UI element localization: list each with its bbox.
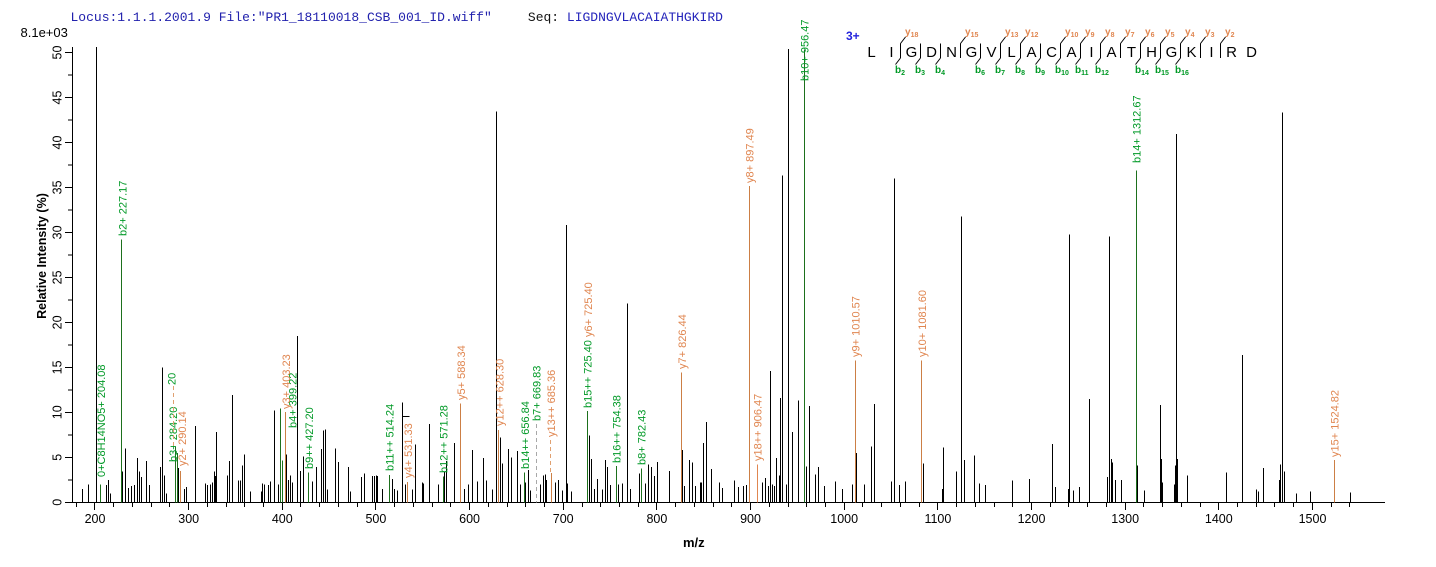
svg-text:m/z: m/z [683, 535, 705, 550]
svg-text:b11++ 514.24: b11++ 514.24 [384, 404, 396, 471]
svg-text:b2+ 227.17: b2+ 227.17 [118, 181, 130, 236]
svg-text:b4: b4 [935, 65, 945, 77]
svg-text:y4+ 531.33: y4+ 531.33 [403, 423, 415, 478]
svg-text:50: 50 [51, 46, 65, 60]
svg-text:G: G [906, 44, 918, 61]
svg-text:1400: 1400 [1205, 512, 1233, 526]
svg-text:D: D [1246, 44, 1257, 61]
svg-text:b6: b6 [975, 65, 985, 77]
svg-text:K: K [1186, 44, 1196, 61]
svg-text:D: D [926, 44, 937, 61]
svg-text:30: 30 [51, 225, 65, 239]
svg-text:y3+ 403.23: y3+ 403.23 [281, 354, 293, 409]
svg-text:A: A [1026, 44, 1036, 61]
svg-text:V: V [986, 44, 996, 61]
svg-text:700: 700 [553, 512, 574, 526]
svg-text:1200: 1200 [1018, 512, 1046, 526]
svg-text:20: 20 [167, 373, 179, 385]
svg-text:Seq: LIGDNGVLACAIATHGKIRD: Seq: LIGDNGVLACAIATHGKIRD [528, 10, 723, 25]
svg-text:b12++ 571.28: b12++ 571.28 [439, 405, 451, 473]
svg-text:y4: y4 [1185, 27, 1195, 39]
svg-text:y9+ 1010.57: y9+ 1010.57 [851, 296, 863, 357]
svg-text:b15++ 725.40: b15++ 725.40 [583, 340, 595, 408]
svg-text:L: L [1007, 44, 1015, 61]
svg-text:y3: y3 [1205, 27, 1215, 39]
svg-text:40: 40 [51, 136, 65, 150]
svg-text:b9++ 427.20: b9++ 427.20 [304, 407, 316, 469]
svg-text:y2: y2 [1225, 27, 1235, 39]
svg-text:L: L [867, 44, 875, 61]
svg-text:b9: b9 [1035, 65, 1045, 77]
svg-text:y13++ 685.36: y13++ 685.36 [546, 370, 558, 437]
svg-text:400: 400 [272, 512, 293, 526]
svg-text:b10+ 956.47: b10+ 956.47 [800, 20, 812, 81]
svg-text:900: 900 [740, 512, 761, 526]
svg-text:C: C [1046, 44, 1057, 61]
svg-text:I: I [889, 44, 893, 61]
svg-text:y18++ 906.47: y18++ 906.47 [753, 394, 765, 461]
svg-text:1000: 1000 [830, 512, 858, 526]
svg-text:y12++ 628.30: y12++ 628.30 [494, 359, 506, 426]
svg-text:10: 10 [51, 405, 65, 419]
svg-text:500: 500 [365, 512, 386, 526]
svg-text:0: 0 [51, 499, 65, 506]
svg-text:b14+ 1312.67: b14+ 1312.67 [1132, 95, 1144, 163]
svg-text:y8: y8 [1105, 27, 1115, 39]
svg-text:b7+ 669.83: b7+ 669.83 [532, 366, 544, 421]
svg-text:b3+ 284.20: b3+ 284.20 [168, 407, 180, 462]
svg-text:I: I [1089, 44, 1093, 61]
svg-text:20: 20 [51, 315, 65, 329]
svg-text:b4+ 399.22: b4+ 399.22 [288, 373, 300, 428]
svg-text:y6+ 725.40: y6+ 725.40 [583, 282, 595, 337]
svg-text:35: 35 [51, 180, 65, 194]
svg-text:y5+ 588.34: y5+ 588.34 [456, 345, 468, 400]
svg-text:y9: y9 [1085, 27, 1095, 39]
svg-text:A: A [1066, 44, 1076, 61]
svg-text:G: G [966, 44, 978, 61]
svg-text:y7: y7 [1125, 27, 1135, 39]
svg-text:1500: 1500 [1299, 512, 1327, 526]
svg-text:y15+ 1524.82: y15+ 1524.82 [1330, 390, 1342, 457]
svg-text:45: 45 [51, 91, 65, 105]
svg-text:800: 800 [646, 512, 667, 526]
svg-text:y6: y6 [1145, 27, 1155, 39]
svg-text:200: 200 [85, 512, 106, 526]
svg-text:b7: b7 [995, 65, 1005, 77]
svg-text:1300: 1300 [1111, 512, 1139, 526]
svg-text:3+: 3+ [846, 29, 860, 43]
svg-text:R: R [1226, 44, 1237, 61]
svg-text:300: 300 [178, 512, 199, 526]
svg-text:b8+ 782.43: b8+ 782.43 [637, 410, 649, 465]
svg-text:b2: b2 [895, 65, 905, 77]
svg-text:b8: b8 [1015, 65, 1025, 77]
svg-text:25: 25 [51, 270, 65, 284]
svg-text:y2+ 290.14: y2+ 290.14 [177, 411, 189, 466]
svg-text:y5: y5 [1165, 27, 1175, 39]
svg-text:T: T [1127, 44, 1136, 61]
svg-text:y10+ 1081.60: y10+ 1081.60 [917, 290, 929, 357]
svg-text:8.1e+03: 8.1e+03 [21, 25, 68, 40]
svg-text:I: I [1209, 44, 1213, 61]
svg-text:b16++ 754.38: b16++ 754.38 [612, 395, 624, 463]
svg-text:b3: b3 [915, 65, 925, 77]
svg-text:G: G [1166, 44, 1178, 61]
svg-text:y7+ 826.44: y7+ 826.44 [677, 314, 689, 369]
svg-text:N: N [946, 44, 957, 61]
svg-text:H: H [1146, 44, 1157, 61]
svg-text:Relative Intensity (%): Relative Intensity (%) [35, 193, 49, 319]
svg-text:600: 600 [459, 512, 480, 526]
svg-text:y8+ 897.49: y8+ 897.49 [745, 128, 757, 183]
svg-text:Locus:1.1.1.2001.9 File:"PR1_1: Locus:1.1.1.2001.9 File:"PR1_18110018_CS… [71, 10, 492, 25]
svg-text:b14++ 656.84: b14++ 656.84 [520, 401, 532, 469]
svg-text:1100: 1100 [924, 512, 951, 526]
svg-text:5: 5 [51, 454, 65, 461]
svg-text:15: 15 [51, 360, 65, 374]
svg-text:A: A [1106, 44, 1116, 61]
svg-text:0+C8H14NO5+ 204.08: 0+C8H14NO5+ 204.08 [96, 364, 108, 477]
